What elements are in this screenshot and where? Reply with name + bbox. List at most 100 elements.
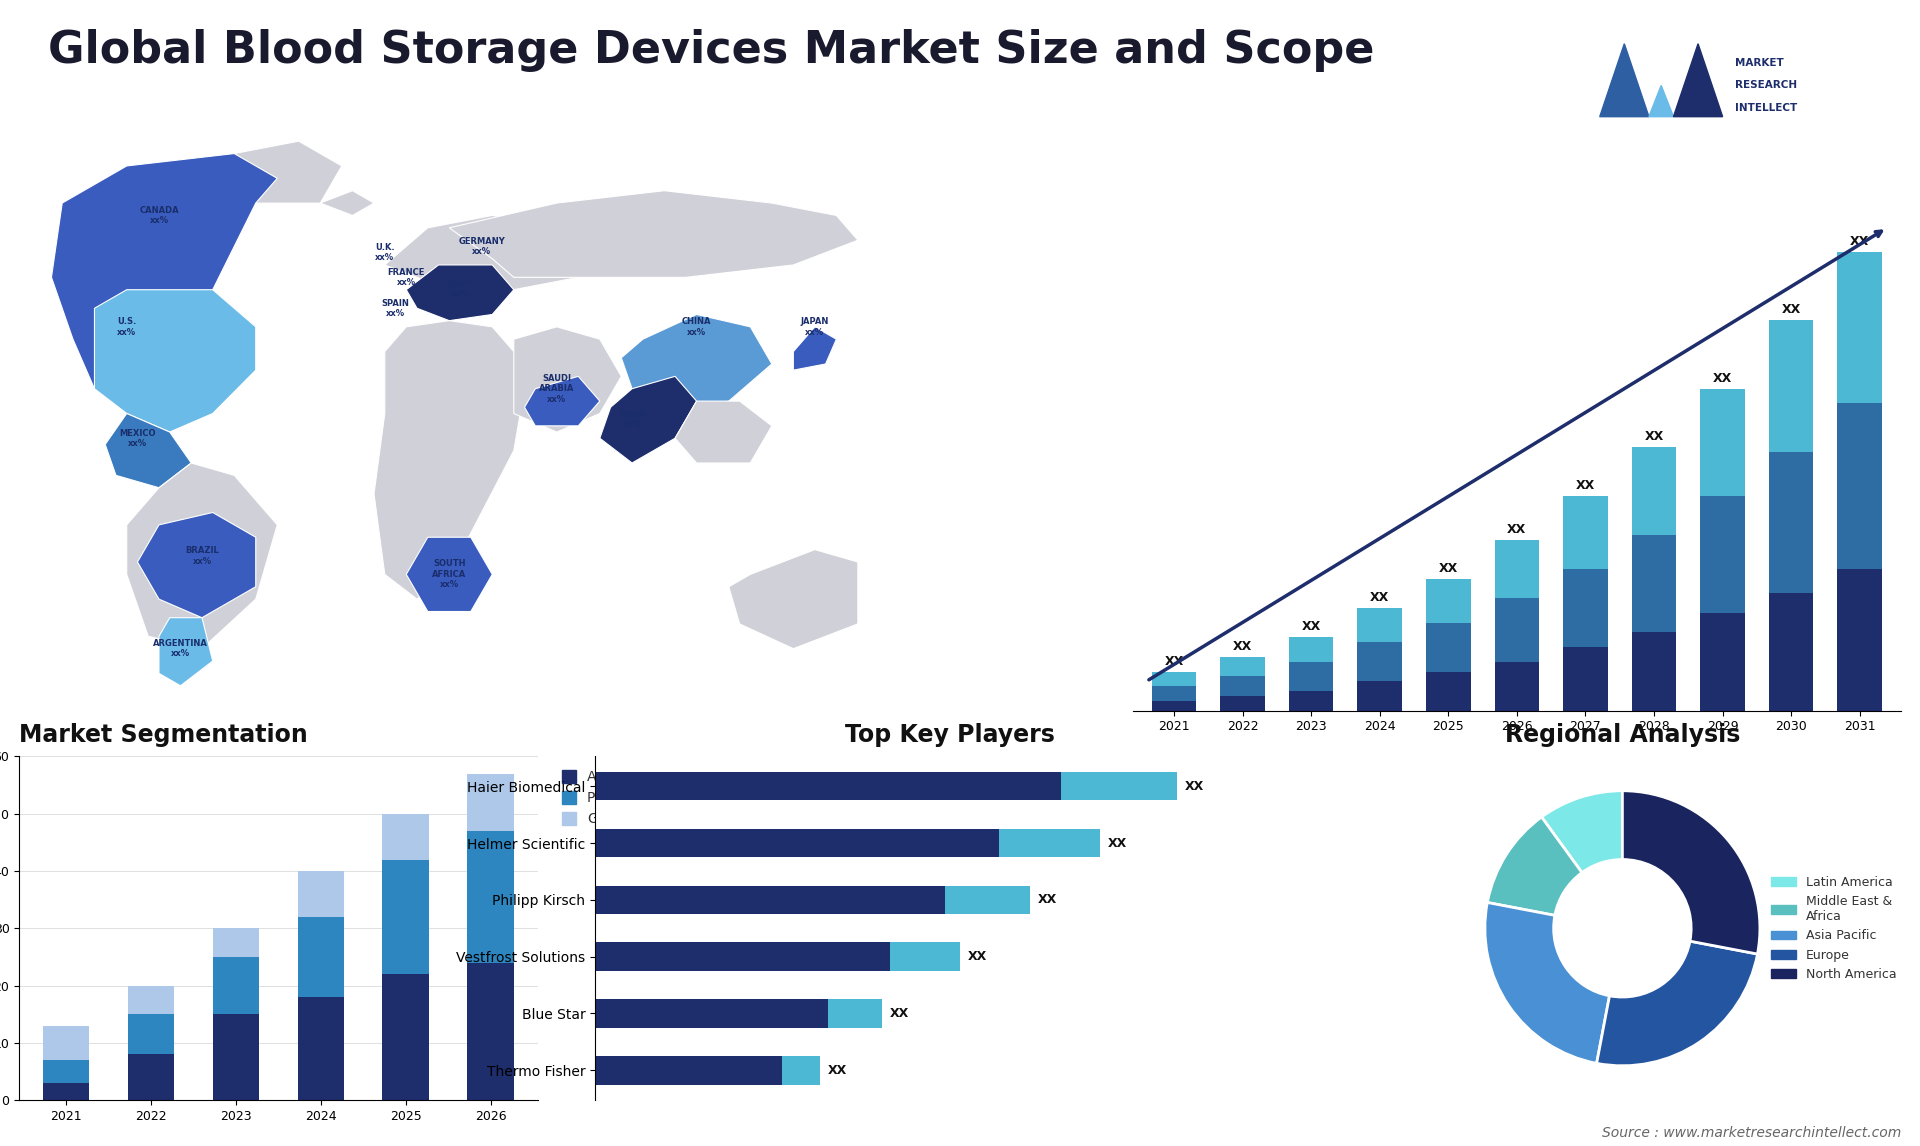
- Bar: [467, 774, 515, 831]
- Polygon shape: [793, 327, 837, 370]
- Bar: [298, 871, 344, 917]
- Polygon shape: [138, 512, 255, 618]
- Bar: [1427, 579, 1471, 622]
- Bar: [1357, 681, 1402, 711]
- Wedge shape: [1488, 817, 1582, 916]
- Legend: Latin America, Middle East &
Africa, Asia Pacific, Europe, North America: Latin America, Middle East & Africa, Asi…: [1766, 871, 1903, 986]
- Text: U.S.
xx%: U.S. xx%: [117, 317, 136, 337]
- Text: Global Blood Storage Devices Market Size and Scope: Global Blood Storage Devices Market Size…: [48, 29, 1375, 72]
- Bar: [127, 1054, 175, 1100]
- Legend: Application, Product, Geography: Application, Product, Geography: [555, 763, 672, 833]
- Text: XX: XX: [1507, 523, 1526, 536]
- Text: XX: XX: [1037, 894, 1058, 906]
- Text: BRAZIL
xx%: BRAZIL xx%: [184, 547, 219, 565]
- Text: XX: XX: [1644, 430, 1663, 444]
- Text: XX: XX: [1782, 304, 1801, 316]
- Bar: [1062, 772, 1177, 800]
- Text: Source : www.marketresearchintellect.com: Source : www.marketresearchintellect.com: [1601, 1127, 1901, 1140]
- Polygon shape: [730, 550, 858, 649]
- Bar: [1837, 403, 1882, 570]
- Polygon shape: [676, 401, 772, 463]
- Bar: [1288, 637, 1332, 661]
- Bar: [298, 997, 344, 1100]
- Bar: [1632, 535, 1676, 633]
- Text: XX: XX: [891, 1007, 910, 1020]
- Bar: [1288, 691, 1332, 711]
- Bar: [1768, 321, 1812, 452]
- Bar: [127, 986, 175, 1014]
- Bar: [1152, 686, 1196, 700]
- Bar: [1701, 496, 1745, 613]
- Bar: [1288, 661, 1332, 691]
- Text: ARGENTINA
xx%: ARGENTINA xx%: [154, 639, 207, 658]
- Bar: [891, 942, 960, 971]
- Bar: [595, 1057, 781, 1084]
- Polygon shape: [407, 537, 492, 612]
- Wedge shape: [1542, 791, 1622, 872]
- Text: XX: XX: [1185, 779, 1204, 793]
- Text: XX: XX: [1576, 479, 1596, 492]
- Polygon shape: [524, 376, 599, 426]
- Polygon shape: [449, 190, 858, 277]
- Bar: [945, 886, 1029, 915]
- Text: MARKET: MARKET: [1736, 57, 1784, 68]
- Bar: [467, 831, 515, 963]
- Polygon shape: [1599, 44, 1649, 117]
- Text: U.K.
xx%: U.K. xx%: [374, 243, 396, 262]
- Bar: [595, 772, 1062, 800]
- Polygon shape: [1649, 86, 1674, 117]
- Bar: [213, 957, 259, 1014]
- Text: SOUTH
AFRICA
xx%: SOUTH AFRICA xx%: [432, 559, 467, 589]
- Text: SPAIN
xx%: SPAIN xx%: [382, 299, 409, 317]
- Bar: [42, 1083, 90, 1100]
- Polygon shape: [1674, 44, 1722, 117]
- Polygon shape: [622, 314, 772, 414]
- Bar: [1701, 388, 1745, 496]
- Bar: [1221, 657, 1265, 676]
- Bar: [1221, 696, 1265, 711]
- Bar: [1427, 672, 1471, 711]
- Bar: [1837, 570, 1882, 711]
- Polygon shape: [94, 290, 255, 432]
- Bar: [595, 999, 828, 1028]
- Title: Top Key Players: Top Key Players: [845, 723, 1056, 747]
- Text: MEXICO
xx%: MEXICO xx%: [119, 429, 156, 448]
- Polygon shape: [321, 190, 374, 215]
- Bar: [1837, 252, 1882, 403]
- Polygon shape: [52, 154, 276, 432]
- Bar: [595, 942, 891, 971]
- Bar: [1494, 598, 1540, 661]
- Title: Regional Analysis: Regional Analysis: [1505, 723, 1740, 747]
- Text: XX: XX: [1302, 620, 1321, 634]
- Bar: [1632, 633, 1676, 711]
- Bar: [1701, 613, 1745, 711]
- Polygon shape: [159, 618, 213, 685]
- Bar: [1221, 676, 1265, 696]
- Bar: [382, 814, 430, 860]
- Polygon shape: [127, 463, 276, 649]
- Bar: [42, 1060, 90, 1083]
- Polygon shape: [374, 321, 524, 599]
- Polygon shape: [599, 376, 697, 463]
- Bar: [1494, 540, 1540, 598]
- Text: Market Segmentation: Market Segmentation: [19, 723, 307, 747]
- Text: XX: XX: [1713, 371, 1732, 385]
- Bar: [1357, 609, 1402, 642]
- Bar: [1427, 622, 1471, 672]
- Text: CANADA
xx%: CANADA xx%: [138, 206, 179, 225]
- Text: XX: XX: [1164, 654, 1183, 668]
- Wedge shape: [1484, 903, 1609, 1063]
- Text: GERMANY
xx%: GERMANY xx%: [459, 237, 505, 256]
- Text: XX: XX: [1233, 639, 1252, 653]
- Text: RESEARCH: RESEARCH: [1736, 80, 1797, 91]
- Bar: [467, 963, 515, 1100]
- Bar: [1563, 496, 1607, 570]
- Bar: [1632, 447, 1676, 535]
- Text: FRANCE
xx%: FRANCE xx%: [388, 268, 424, 286]
- Wedge shape: [1597, 941, 1757, 1066]
- Text: JAPAN
xx%: JAPAN xx%: [801, 317, 829, 337]
- Text: XX: XX: [828, 1063, 847, 1077]
- Bar: [828, 999, 883, 1028]
- Bar: [595, 829, 998, 857]
- Text: XX: XX: [968, 950, 987, 963]
